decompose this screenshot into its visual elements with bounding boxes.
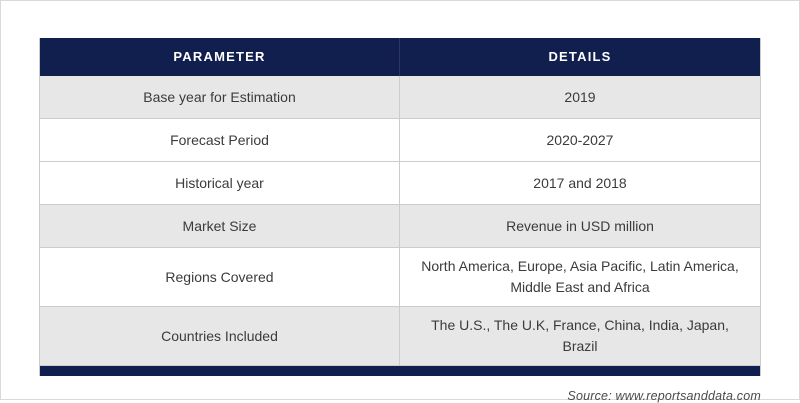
table-row: Countries Included The U.S., The U.K, Fr… bbox=[40, 307, 760, 366]
parameter-cell: Forecast Period bbox=[40, 119, 400, 161]
header-details: DETAILS bbox=[548, 49, 612, 65]
table-row: Market Size Revenue in USD million bbox=[40, 205, 760, 248]
parameter-cell: Regions Covered bbox=[40, 248, 400, 306]
table-row: Historical year 2017 and 2018 bbox=[40, 162, 760, 205]
header-parameter: PARAMETER bbox=[40, 38, 400, 76]
table-row: Regions Covered North America, Europe, A… bbox=[40, 248, 760, 307]
details-cell: 2019 bbox=[564, 88, 596, 105]
details-cell: North America, Europe, Asia Pacific, Lat… bbox=[421, 258, 739, 295]
parameter-cell: Base year for Estimation bbox=[40, 76, 400, 118]
parameter-cell: Market Size bbox=[40, 205, 400, 247]
table-footer-bar bbox=[40, 366, 760, 376]
report-scope-table: PARAMETER DETAILS Base year for Estimati… bbox=[39, 38, 761, 376]
details-cell: Revenue in USD million bbox=[506, 217, 654, 234]
table-row: Forecast Period 2020-2027 bbox=[40, 119, 760, 162]
details-cell: 2020-2027 bbox=[546, 131, 614, 148]
details-cell: The U.S., The U.K, France, China, India,… bbox=[431, 317, 729, 354]
parameter-cell: Countries Included bbox=[40, 307, 400, 365]
table-row: Base year for Estimation 2019 bbox=[40, 76, 760, 119]
parameter-cell: Historical year bbox=[40, 162, 400, 204]
table-header-row: PARAMETER DETAILS bbox=[40, 38, 760, 76]
source-attribution: Source: www.reportsanddata.com bbox=[567, 389, 761, 403]
details-cell: 2017 and 2018 bbox=[533, 174, 627, 191]
